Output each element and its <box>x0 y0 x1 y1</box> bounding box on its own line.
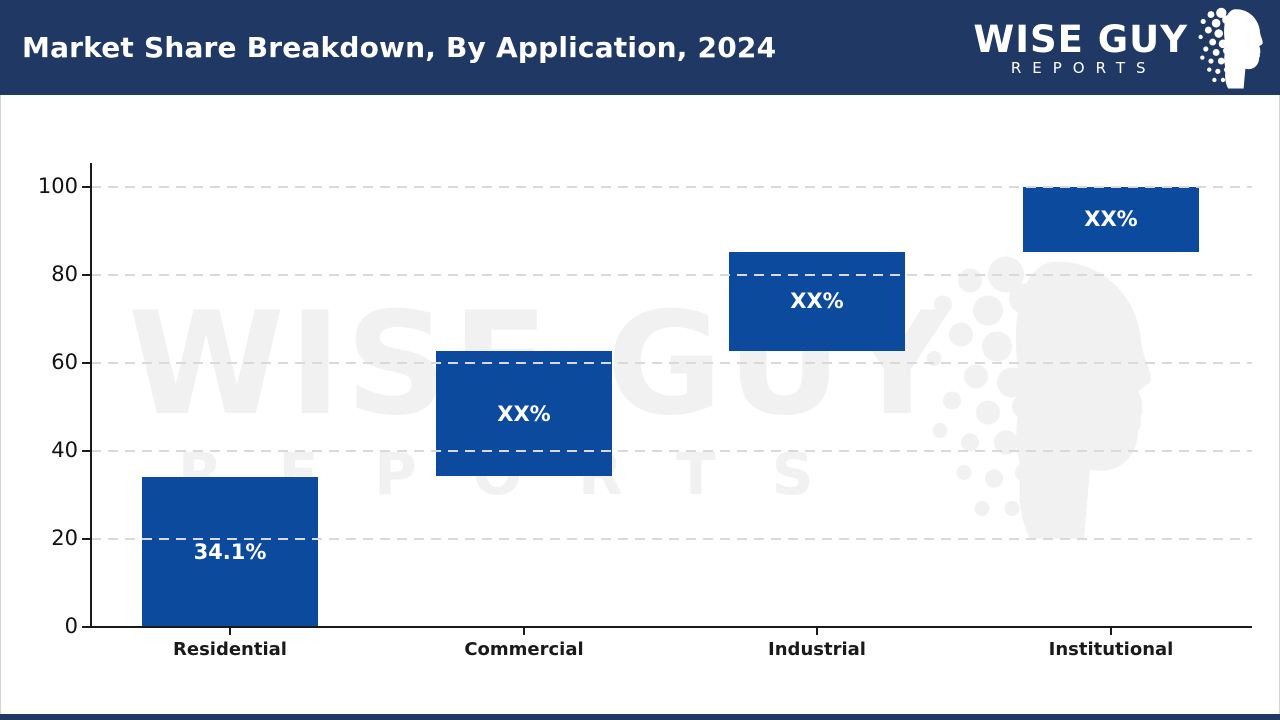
bar-commercial: XX% <box>436 351 612 477</box>
left-border <box>0 95 1 714</box>
x-tick-mark <box>229 628 231 635</box>
bar-residential: 34.1% <box>142 476 318 627</box>
y-tick-label: 100 <box>37 174 78 198</box>
bar-value-label: XX% <box>790 289 844 314</box>
footer-band <box>0 714 1280 720</box>
y-tick-mark <box>82 450 90 452</box>
brand-subname: REPORTS <box>1010 59 1157 78</box>
bar-value-label: XX% <box>497 401 551 426</box>
y-tick-label: 20 <box>51 526 78 550</box>
gridline <box>91 538 1252 540</box>
gridline <box>91 450 1252 452</box>
gridline <box>91 186 1252 188</box>
y-tick-label: 60 <box>51 350 78 374</box>
gridline <box>91 274 1252 276</box>
y-tick-label: 80 <box>51 262 78 286</box>
category-label: Institutional <box>1048 639 1174 660</box>
y-tick-label: 0 <box>64 614 78 638</box>
y-tick-mark <box>82 538 90 540</box>
x-tick-mark <box>1110 628 1112 635</box>
brand-logo-text: WISE GUY REPORTS <box>973 17 1188 78</box>
header-band <box>0 0 1280 95</box>
y-tick-mark <box>82 274 90 276</box>
bar-value-label: XX% <box>1084 207 1138 232</box>
y-tick-mark <box>82 362 90 364</box>
bar-institutional: XX% <box>1023 187 1199 252</box>
x-axis <box>90 626 1252 628</box>
brand-logo: WISE GUY REPORTS <box>973 6 1266 92</box>
category-label: Industrial <box>768 639 866 660</box>
x-tick-mark <box>523 628 525 635</box>
bar-value-label: 34.1% <box>193 539 267 564</box>
bar-industrial: XX% <box>729 251 905 351</box>
category-label: Commercial <box>464 639 584 660</box>
page-title: Market Share Breakdown, By Application, … <box>22 31 777 64</box>
y-tick-label: 40 <box>51 438 78 462</box>
y-tick-mark <box>82 626 90 628</box>
watermark-head-icon <box>926 256 1151 539</box>
brand-head-icon <box>1198 7 1263 89</box>
category-label: Residential <box>173 639 287 660</box>
brand-name: WISE GUY <box>973 17 1188 61</box>
gridline <box>91 362 1252 364</box>
y-axis <box>90 163 92 628</box>
x-tick-mark <box>816 628 818 635</box>
y-tick-mark <box>82 186 90 188</box>
